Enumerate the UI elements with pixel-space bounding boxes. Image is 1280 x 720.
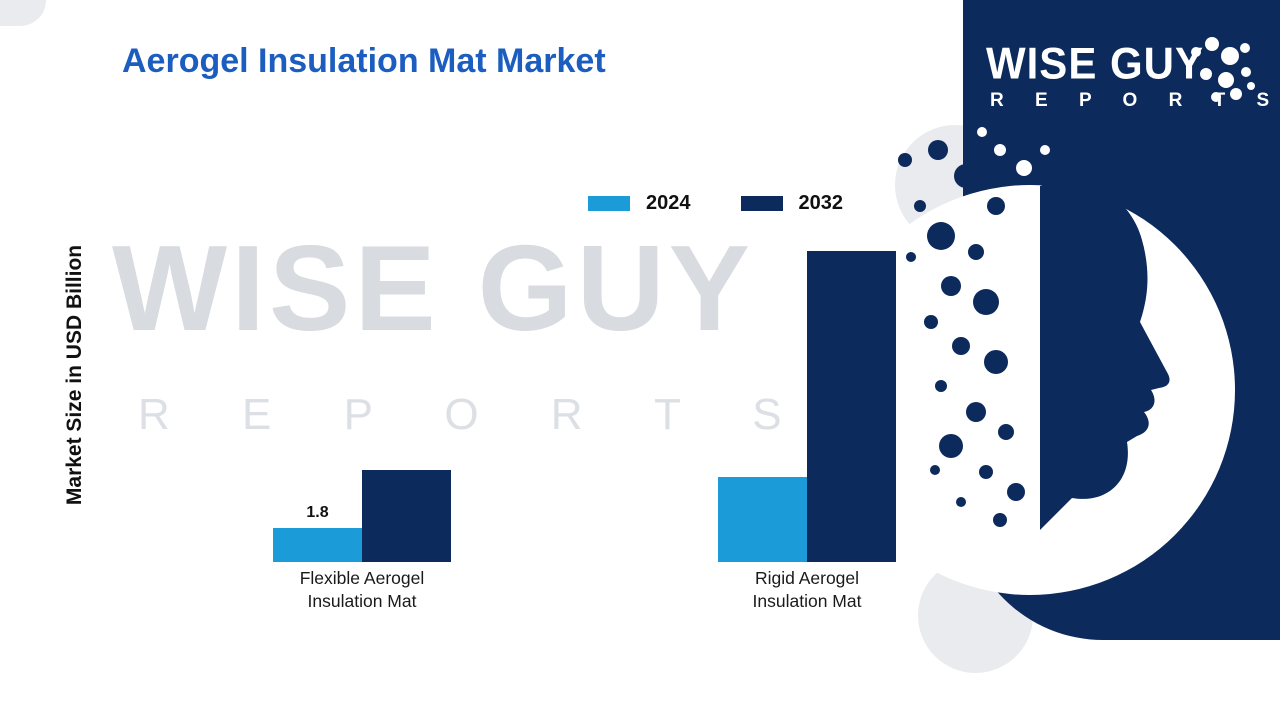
watermark-reports: R E P O R T S — [138, 390, 812, 439]
corner-decoration — [0, 0, 46, 26]
face-profile-illustration — [1040, 182, 1170, 530]
legend-item-2032: 2032 — [740, 192, 844, 215]
decoration-dot — [987, 197, 1005, 215]
category-label: Rigid Aerogel Insulation Mat — [752, 568, 862, 611]
decoration-dot — [1016, 160, 1032, 176]
legend-swatch-2024 — [588, 196, 630, 211]
decoration-dot — [993, 513, 1007, 527]
decoration-dot — [924, 315, 938, 329]
bar-2024-flexible — [273, 528, 362, 562]
decoration-dot — [979, 465, 993, 479]
decoration-dot — [1230, 88, 1242, 100]
decoration-dot — [1007, 483, 1025, 501]
legend-item-2024: 2024 — [588, 192, 691, 215]
decoration-dot — [1240, 43, 1250, 53]
decoration-dot — [1247, 82, 1255, 90]
decoration-dot — [930, 465, 940, 475]
logo-wiseguy-text: WISE GUY — [986, 38, 1205, 89]
decoration-dot — [1211, 92, 1221, 102]
decoration-dot — [914, 200, 926, 212]
bar-2024-rigid — [718, 477, 807, 562]
decoration-dot — [968, 244, 984, 260]
decoration-dot — [956, 497, 966, 507]
decoration-dot — [954, 164, 978, 188]
chart-legend: 2024 2032 — [588, 192, 843, 215]
decoration-dot — [1221, 47, 1239, 65]
decoration-dot — [998, 424, 1014, 440]
decoration-dot — [1241, 67, 1251, 77]
y-axis-label: Market Size in USD Billion — [63, 244, 86, 506]
decoration-dot — [898, 153, 912, 167]
decoration-dot — [1218, 72, 1234, 88]
decoration-dot — [1205, 37, 1219, 51]
decoration-dot — [906, 252, 916, 262]
page-title: Aerogel Insulation Mat Market — [122, 42, 606, 80]
legend-swatch-2032 — [740, 196, 783, 211]
decoration-dot — [952, 337, 970, 355]
decoration-dot — [973, 289, 999, 315]
decoration-dot — [977, 127, 987, 137]
watermark-wiseguy: WISE GUY — [112, 220, 755, 356]
decoration-dot — [1040, 145, 1050, 155]
bar-2032-rigid — [807, 251, 896, 562]
decoration-dot — [928, 140, 948, 160]
bar-value-label: 1.8 — [306, 504, 329, 521]
legend-label: 2024 — [646, 192, 691, 214]
decoration-dot — [1200, 68, 1212, 80]
logo-reports-text: R E P O R T S — [990, 90, 1280, 111]
decoration-dot — [927, 222, 955, 250]
decoration-dot — [966, 402, 986, 422]
decoration-dot — [984, 350, 1008, 374]
decoration-dot — [994, 144, 1006, 156]
decoration-dot — [939, 434, 963, 458]
category-label: Flexible Aerogel Insulation Mat — [299, 568, 425, 611]
decoration-dot — [1191, 47, 1201, 57]
decoration-dot — [935, 380, 947, 392]
decoration-dot — [941, 276, 961, 296]
legend-label: 2032 — [798, 192, 844, 214]
bar-2032-flexible — [362, 470, 451, 562]
